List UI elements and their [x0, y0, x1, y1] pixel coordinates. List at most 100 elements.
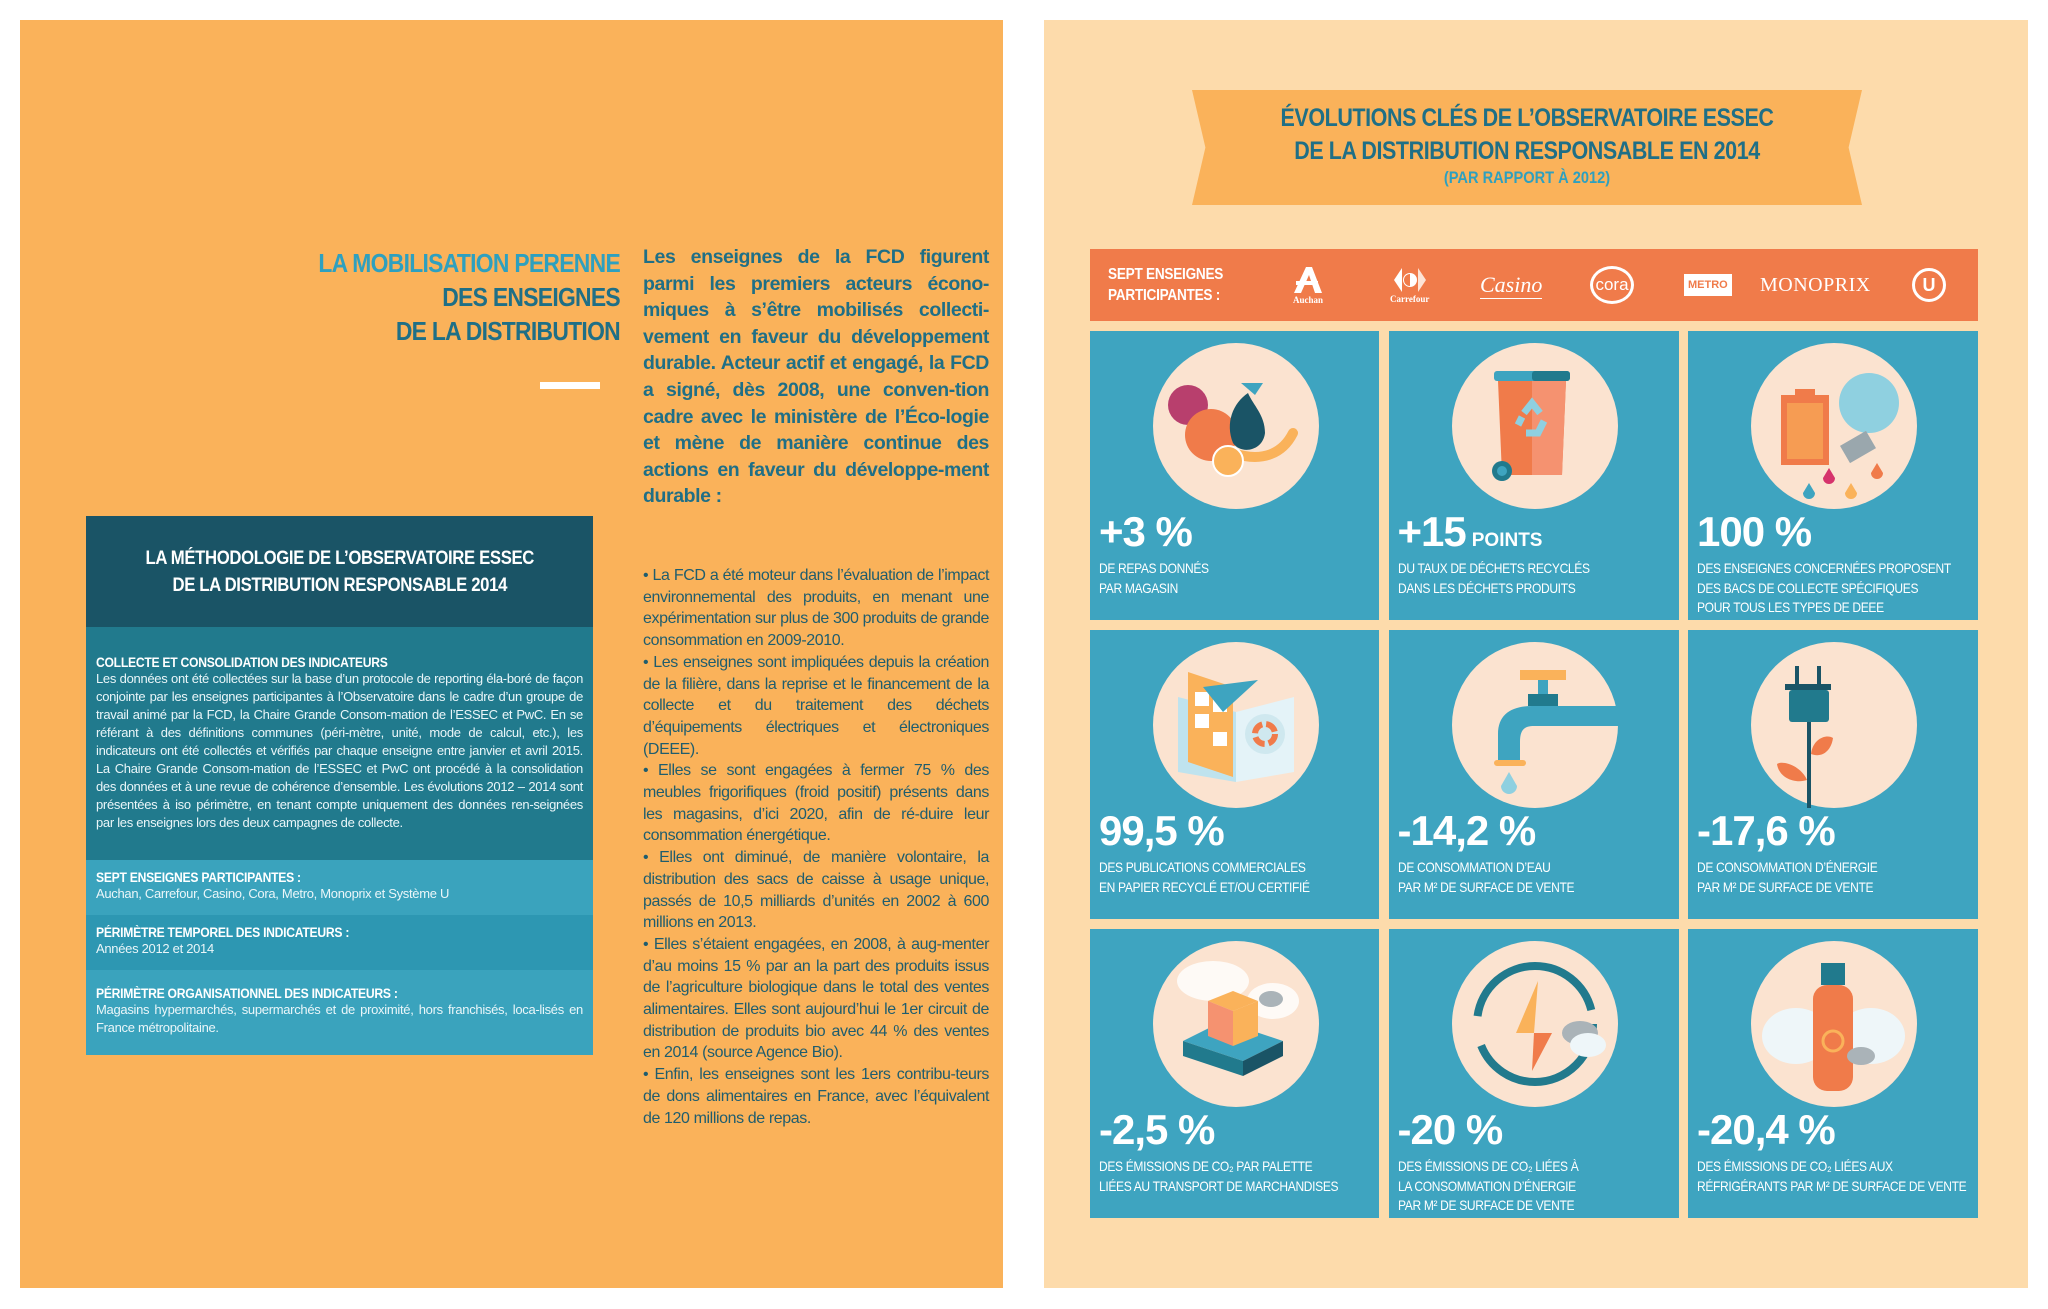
indicator-description: DES ENSEIGNES CONCERNÉES PROPOSENT DES B… — [1697, 560, 1951, 615]
methodology-section-enseignes: SEPT ENSEIGNES PARTICIPANTES : Auchan, C… — [86, 860, 593, 915]
casino-logo: Casino — [1480, 271, 1543, 299]
ribbon-subtitle: (PAR RAPPORT À 2012) — [1443, 168, 1611, 187]
methodology-box: LA MÉTHODOLOGIE DE L’OBSERVATOIRE ESSEC … — [86, 516, 593, 1055]
fruits-icon — [1168, 383, 1298, 477]
monoprix-logo-text: MONOPRIX — [1760, 273, 1871, 296]
metro-logo-text: METRO — [1684, 274, 1732, 296]
carrefour-logo-text: Carrefour — [1390, 294, 1430, 304]
water-tap-icon — [1493, 670, 1618, 794]
carrefour-logo: Carrefour — [1390, 266, 1429, 304]
energy-cycle-icon — [1472, 962, 1606, 1086]
bullet-item: • Elles se sont engagées à fermer 75 % d… — [643, 762, 989, 845]
indicator-tile-paper: 99,5 % DES PUBLICATIONS COMMERCIALES EN … — [1090, 630, 1379, 919]
bullet-list: • La FCD a été moteur dans l’évaluation … — [643, 565, 989, 1129]
bullet-item: • Les enseignes sont impliquées depuis l… — [643, 653, 989, 758]
indicator-description: DES ÉMISSIONS DE CO₂ LIÉES À LA CONSOMMA… — [1397, 1158, 1579, 1213]
value-text: -20 % — [1397, 1106, 1504, 1153]
indicator-description: DES ÉMISSIONS DE CO₂ LIÉES AUX RÉFRIGÉRA… — [1697, 1158, 1967, 1194]
recycling-bin-icon — [1491, 371, 1570, 481]
section-title: LA MOBILISATION PERENNE DES ENSEIGNES DE… — [268, 246, 620, 348]
section-text: Années 2012 et 2014 — [96, 941, 214, 956]
indicator-value: +3 % — [1099, 508, 1193, 555]
cora-logo: cora — [1590, 266, 1634, 304]
indicator-tile-refrigerants: -20,4 % DES ÉMISSIONS DE CO₂ LIÉES AUX R… — [1688, 929, 1978, 1218]
casino-logo-text: Casino — [1480, 271, 1543, 299]
ribbon-title-line-1: ÉVOLUTIONS CLÉS DE L’OBSERVATOIRE ESSEC — [1280, 104, 1774, 132]
title-line-1: LA MOBILISATION PERENNE — [318, 248, 620, 278]
section-text: Auchan, Carrefour, Casino, Cora, Metro, … — [96, 886, 450, 901]
metro-logo: METRO — [1684, 274, 1732, 296]
icon-circle — [1751, 343, 1917, 509]
battery-bulb-icon — [1781, 373, 1899, 499]
value-text: -2,5 % — [1099, 1106, 1215, 1153]
indicator-value: -2,5 % — [1099, 1106, 1215, 1153]
indicator-description: DE CONSOMMATION D’ÉNERGIE PAR M² DE SURF… — [1697, 859, 1878, 895]
value-text: -20,4 % — [1697, 1106, 1836, 1153]
indicator-value: +15 POINTS — [1398, 509, 1543, 564]
brands-label: SEPT ENSEIGNES PARTICIPANTES : — [1108, 264, 1227, 306]
value-text: -17,6 % — [1697, 807, 1836, 854]
section-heading: COLLECTE ET CONSOLIDATION DES INDICATEUR… — [96, 655, 388, 670]
bullet-item: • Elles ont diminué, de manière volontai… — [643, 849, 989, 932]
methodology-title-line-2: DE LA DISTRIBUTION RESPONSABLE 2014 — [172, 574, 507, 596]
methodology-section-temporel: PÉRIMÈTRE TEMPOREL DES INDICATEURS : Ann… — [86, 915, 593, 970]
value-unit: POINTS — [1471, 530, 1543, 551]
bullet-item: • Enfin, les enseignes sont les 1ers con… — [643, 1066, 989, 1127]
indicator-value: -14,2 % — [1398, 808, 1537, 854]
header-ribbon: ÉVOLUTIONS CLÉS DE L’OBSERVATOIRE ESSEC … — [1192, 90, 1862, 205]
brands-banner: SEPT ENSEIGNES PARTICIPANTES : Auchan Ca… — [1090, 249, 1978, 321]
indicator-tile-transport: -2,5 % DES ÉMISSIONS DE CO₂ PAR PALETTE … — [1090, 929, 1379, 1218]
section-heading: PÉRIMÈTRE TEMPOREL DES INDICATEURS : — [96, 925, 350, 940]
indicator-description: DE CONSOMMATION D’EAU PAR M² DE SURFACE … — [1397, 859, 1574, 895]
monoprix-logo: MONOPRIX — [1760, 274, 1871, 297]
indicator-description: DU TAUX DE DÉCHETS RECYCLÉS DANS LES DÉC… — [1397, 560, 1590, 596]
icon-circle — [1751, 642, 1917, 808]
methodology-header: LA MÉTHODOLOGIE DE L’OBSERVATOIRE ESSEC … — [86, 516, 593, 627]
indicator-description: DES PUBLICATIONS COMMERCIALES EN PAPIER … — [1099, 859, 1310, 895]
intro-paragraph: Les enseignes de la FCD figurent parmi l… — [643, 246, 989, 508]
auchan-logo-text: Auchan — [1292, 295, 1323, 305]
indicator-value: -20 % — [1397, 1106, 1504, 1153]
section-text: Magasins hypermarchés, supermarchés et d… — [96, 1002, 583, 1035]
cora-logo-text: cora — [1590, 266, 1634, 304]
auchan-logo: Auchan — [1290, 265, 1326, 305]
section-heading: SEPT ENSEIGNES PARTICIPANTES : — [96, 870, 301, 885]
indicator-value: -20,4 % — [1697, 1106, 1836, 1153]
bullet-item: • La FCD a été moteur dans l’évaluation … — [643, 567, 989, 650]
title-line-2: DES ENSEIGNES — [442, 282, 620, 312]
indicator-tile-deee: 100 % DES ENSEIGNES CONCERNÉES PROPOSENT… — [1688, 331, 1978, 620]
brands-label-line-1: SEPT ENSEIGNES — [1108, 266, 1224, 283]
bullet-item: • Elles s’étaient engagées, en 2008, à a… — [643, 935, 989, 1062]
indicator-tile-meals: +3 % DE REPAS DONNÉS PAR MAGASIN — [1090, 331, 1379, 620]
systeme-u-logo: U — [1912, 268, 1946, 302]
methodology-title-line-1: LA MÉTHODOLOGIE DE L’OBSERVATOIRE ESSEC — [145, 547, 534, 569]
indicator-value: 100 % — [1697, 508, 1812, 555]
title-line-3: DE LA DISTRIBUTION — [395, 316, 621, 346]
indicator-tile-recycling: +15 POINTS DU TAUX DE DÉCHETS RECYCLÉS DA… — [1388, 331, 1679, 620]
indicator-tile-co2-energy: -20 % DES ÉMISSIONS DE CO₂ LIÉES À LA CO… — [1388, 929, 1679, 1218]
refrigerant-bottle-icon — [1762, 963, 1905, 1091]
value-text: +15 — [1397, 508, 1467, 555]
plug-leaf-icon — [1777, 666, 1833, 808]
methodology-section-organisationnel: PÉRIMÈTRE ORGANISATIONNEL DES INDICATEUR… — [86, 970, 593, 1055]
indicator-tile-energy: -17,6 % DE CONSOMMATION D’ÉNERGIE PAR M²… — [1688, 630, 1978, 919]
left-page: LA MOBILISATION PERENNE DES ENSEIGNES DE… — [20, 20, 1003, 1288]
methodology-section-collecte: COLLECTE ET CONSOLIDATION DES INDICATEUR… — [86, 627, 593, 860]
value-text: 100 % — [1697, 508, 1812, 555]
value-text: 99,5 % — [1099, 807, 1225, 854]
brands-label-line-2: PARTICIPANTES : — [1108, 287, 1221, 304]
ribbon-title-line-2: DE LA DISTRIBUTION RESPONSABLE EN 2014 — [1294, 137, 1760, 165]
systeme-u-logo-text: U — [1912, 268, 1946, 302]
section-text: Les données ont été collectées sur la ba… — [96, 671, 583, 830]
section-heading: PÉRIMÈTRE ORGANISATIONNEL DES INDICATEUR… — [96, 986, 398, 1001]
indicator-grid: +3 % DE REPAS DONNÉS PAR MAGASIN +15 POIN… — [1090, 331, 1978, 1218]
indicator-description: DES ÉMISSIONS DE CO₂ PAR PALETTE LIÉES A… — [1099, 1158, 1339, 1194]
value-text: +3 % — [1099, 508, 1193, 555]
indicator-value: 99,5 % — [1099, 807, 1225, 854]
title-divider — [540, 382, 600, 389]
indicator-description: DE REPAS DONNÉS PAR MAGASIN — [1099, 560, 1209, 596]
recycled-paper-icon — [1178, 672, 1294, 782]
right-page: ÉVOLUTIONS CLÉS DE L’OBSERVATOIRE ESSEC … — [1044, 20, 2028, 1288]
indicator-tile-water: -14,2 % DE CONSOMMATION D’EAU PAR M² DE … — [1388, 630, 1679, 919]
pallet-box-icon — [1177, 961, 1299, 1076]
